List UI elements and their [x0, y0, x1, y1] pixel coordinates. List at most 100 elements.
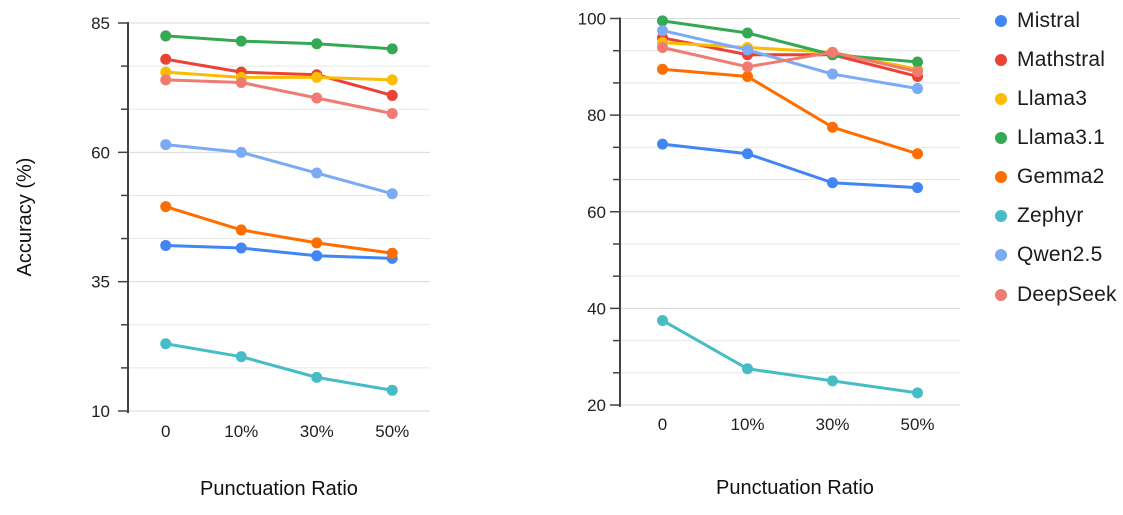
data-point-Gemma2-0	[160, 201, 172, 213]
legend-item: Gemma2	[995, 162, 1105, 192]
x-category-label: 30%	[815, 415, 849, 434]
data-point-Zephyr-10%	[742, 363, 753, 375]
data-point-Llama3.1-10%	[742, 27, 753, 39]
legend-item: Mathstral	[995, 45, 1105, 75]
data-point-Gemma2-30%	[827, 121, 838, 133]
data-point-Llama3.1-10%	[235, 35, 247, 47]
data-point-Gemma2-0	[657, 63, 668, 75]
data-point-Zephyr-10%	[235, 351, 247, 363]
data-point-Zephyr-0	[160, 338, 172, 350]
data-point-DeepSeek-10%	[235, 76, 247, 88]
series-line-Mistral	[661, 142, 919, 190]
data-point-DeepSeek-50%	[912, 66, 923, 78]
legend-dot	[995, 14, 1007, 27]
legend-label: Zephyr	[1017, 204, 1084, 228]
legend-item: Llama3	[995, 84, 1087, 114]
data-point-Mistral-30%	[827, 177, 838, 189]
x-axis-title: Punctuation Ratio	[200, 478, 358, 500]
data-point-Qwen2.5-10%	[742, 44, 753, 56]
x-axis-title: Punctuation Ratio	[716, 477, 874, 499]
data-point-Gemma2-50%	[386, 247, 398, 259]
legend-item: Llama3.1	[995, 123, 1105, 153]
legend-item: Zephyr	[995, 201, 1084, 231]
legend-item: Mistral	[995, 6, 1080, 36]
series-line-Zephyr	[661, 318, 919, 395]
data-point-Qwen2.5-10%	[235, 146, 247, 158]
y-tick-label: 60	[587, 203, 606, 222]
data-point-Mistral-0	[657, 138, 668, 150]
legend-dot	[995, 131, 1007, 144]
series-line-Llama3.1	[661, 19, 919, 64]
y-tick-label: 100	[578, 10, 606, 29]
legend-dot	[995, 92, 1007, 105]
data-point-Mathstral-0	[160, 53, 172, 65]
legend-item: Qwen2.5	[995, 240, 1102, 270]
x-category-label: 50%	[375, 422, 409, 441]
series-line-Mathstral	[164, 57, 394, 97]
data-point-Llama3.1-50%	[912, 56, 923, 68]
x-category-label: 10%	[730, 415, 764, 434]
y-axis-title: Accuracy (%)	[14, 158, 36, 277]
series-line-Qwen2.5	[164, 143, 394, 196]
data-point-DeepSeek-0	[160, 74, 172, 86]
series-line-Llama3.1	[164, 34, 394, 51]
x-category-label: 0	[658, 415, 667, 434]
data-point-Llama3-30%	[311, 71, 323, 83]
data-point-Llama3.1-30%	[311, 38, 323, 50]
legend-label: DeepSeek	[1017, 282, 1117, 306]
data-point-DeepSeek-0	[657, 41, 668, 53]
data-point-Zephyr-50%	[386, 384, 398, 396]
data-point-Qwen2.5-50%	[912, 83, 923, 95]
data-point-Llama3-0	[160, 66, 172, 78]
data-point-Gemma2-50%	[912, 148, 923, 160]
legend-label: Gemma2	[1017, 165, 1105, 189]
data-point-Llama3.1-50%	[386, 43, 398, 55]
data-point-Mistral-0	[160, 239, 172, 251]
data-point-DeepSeek-10%	[742, 61, 753, 73]
data-point-Mistral-50%	[912, 182, 923, 194]
legend-dot	[995, 288, 1007, 301]
legend-dot	[995, 210, 1007, 223]
data-point-DeepSeek-50%	[386, 108, 398, 120]
data-point-Zephyr-30%	[827, 375, 838, 387]
data-point-Mistral-10%	[235, 242, 247, 254]
data-point-Zephyr-0	[657, 314, 668, 326]
series-line-Gemma2	[661, 67, 919, 156]
data-point-Qwen2.5-30%	[827, 68, 838, 80]
data-point-Llama3-50%	[386, 74, 398, 86]
series-line-DeepSeek	[164, 78, 394, 116]
data-point-DeepSeek-30%	[311, 92, 323, 104]
y-tick-label: 10	[91, 402, 110, 421]
data-point-Gemma2-30%	[311, 237, 323, 249]
legend-label: Mistral	[1017, 8, 1081, 32]
y-tick-label: 40	[587, 299, 606, 318]
legend-dot	[995, 53, 1007, 66]
series-line-Gemma2	[164, 205, 394, 255]
data-point-Gemma2-10%	[742, 70, 753, 82]
data-point-Llama3.1-0	[657, 15, 668, 27]
legend-label: Llama3.1	[1017, 125, 1105, 149]
series-line-DeepSeek	[661, 45, 919, 74]
series-line-Zephyr	[164, 342, 394, 392]
legend-label: Mathstral	[1017, 47, 1106, 71]
y-tick-label: 85	[91, 14, 110, 33]
series-line-Mistral	[164, 243, 394, 260]
data-point-Qwen2.5-50%	[386, 188, 398, 200]
data-point-Zephyr-50%	[912, 387, 923, 399]
y-tick-label: 60	[91, 143, 110, 162]
legend-item: DeepSeek	[995, 280, 1117, 310]
series-line-Qwen2.5	[661, 29, 919, 91]
data-point-Mathstral-50%	[386, 89, 398, 101]
data-point-Qwen2.5-30%	[311, 167, 323, 179]
legend: Mistral Mathstral Llama3 Llama3.1 Gemma2 Zeph…	[995, 0, 1123, 335]
data-point-Qwen2.5-0	[160, 139, 172, 151]
series-line-Llama3	[164, 70, 394, 82]
data-point-Zephyr-30%	[311, 371, 323, 383]
legend-label: Qwen2.5	[1017, 243, 1103, 267]
x-category-label: 0	[161, 422, 170, 441]
data-point-Qwen2.5-0	[657, 25, 668, 37]
data-point-Mistral-30%	[311, 250, 323, 262]
x-category-label: 10%	[224, 422, 258, 441]
